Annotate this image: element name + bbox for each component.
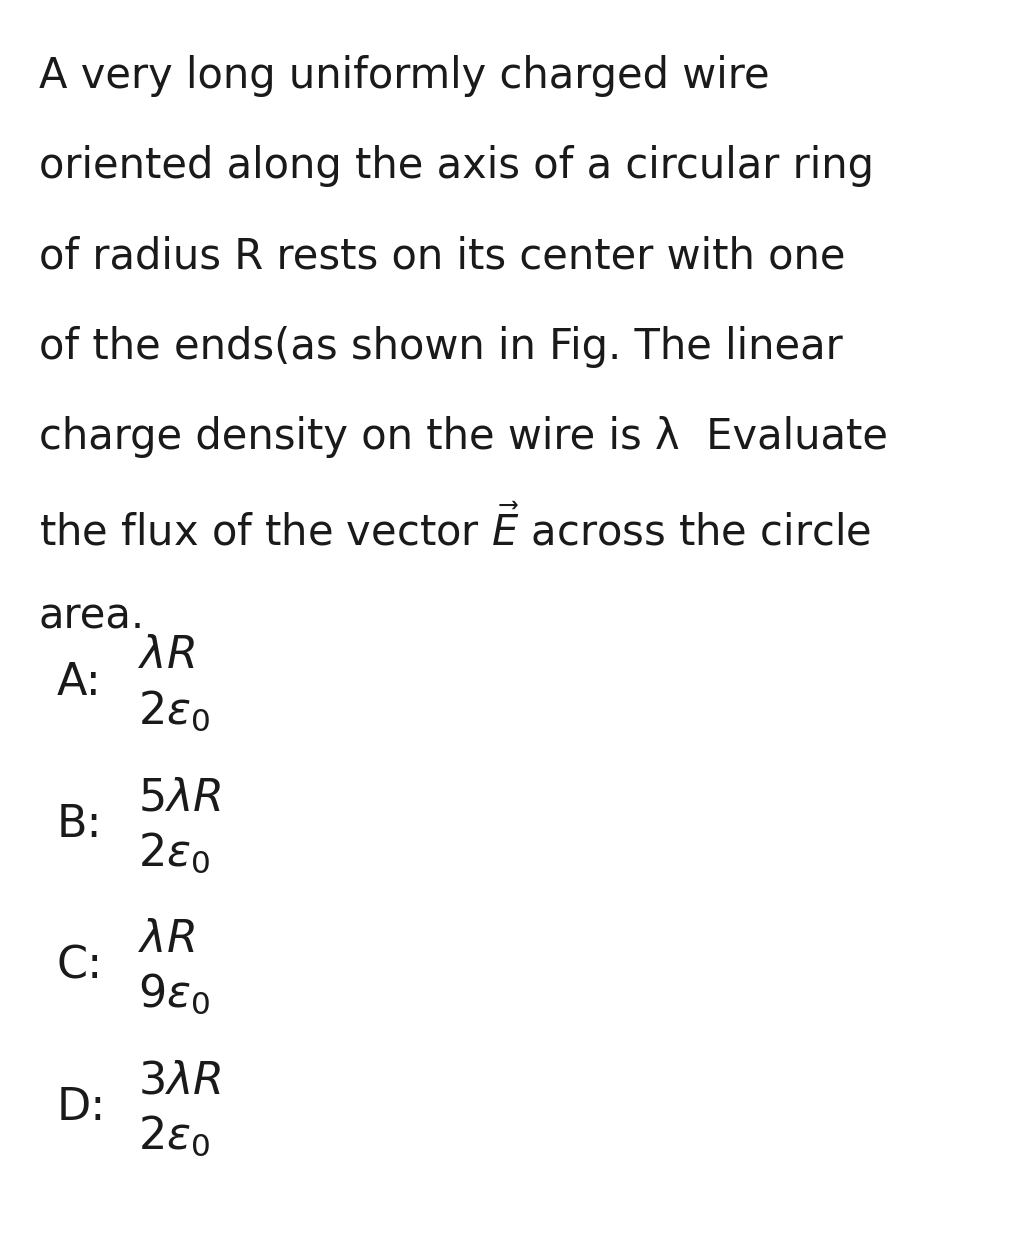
Text: $3\lambda R$: $3\lambda R$ — [138, 1059, 221, 1102]
Text: $2\varepsilon_0$: $2\varepsilon_0$ — [138, 1113, 210, 1158]
Text: $2\varepsilon_0$: $2\varepsilon_0$ — [138, 688, 210, 732]
Text: the flux of the vector $\vec{E}$ across the circle: the flux of the vector $\vec{E}$ across … — [39, 506, 871, 554]
Text: area.: area. — [39, 596, 145, 637]
Text: $9\varepsilon_0$: $9\varepsilon_0$ — [138, 972, 210, 1016]
Text: A very long uniformly charged wire: A very long uniformly charged wire — [39, 55, 770, 97]
Text: $\lambda R$: $\lambda R$ — [138, 634, 196, 677]
Text: $5\lambda R$: $5\lambda R$ — [138, 776, 221, 819]
Text: of radius R rests on its center with one: of radius R rests on its center with one — [39, 236, 846, 277]
Text: B:: B: — [56, 803, 102, 846]
Text: oriented along the axis of a circular ring: oriented along the axis of a circular ri… — [39, 145, 873, 187]
Text: of the ends(as shown in Fig. The linear: of the ends(as shown in Fig. The linear — [39, 326, 843, 367]
Text: $2\varepsilon_0$: $2\varepsilon_0$ — [138, 830, 210, 874]
Text: $\lambda R$: $\lambda R$ — [138, 917, 196, 961]
Text: D:: D: — [56, 1086, 105, 1129]
Text: C:: C: — [56, 944, 102, 988]
Text: A:: A: — [56, 661, 101, 704]
Text: charge density on the wire is λ  Evaluate: charge density on the wire is λ Evaluate — [39, 416, 888, 457]
